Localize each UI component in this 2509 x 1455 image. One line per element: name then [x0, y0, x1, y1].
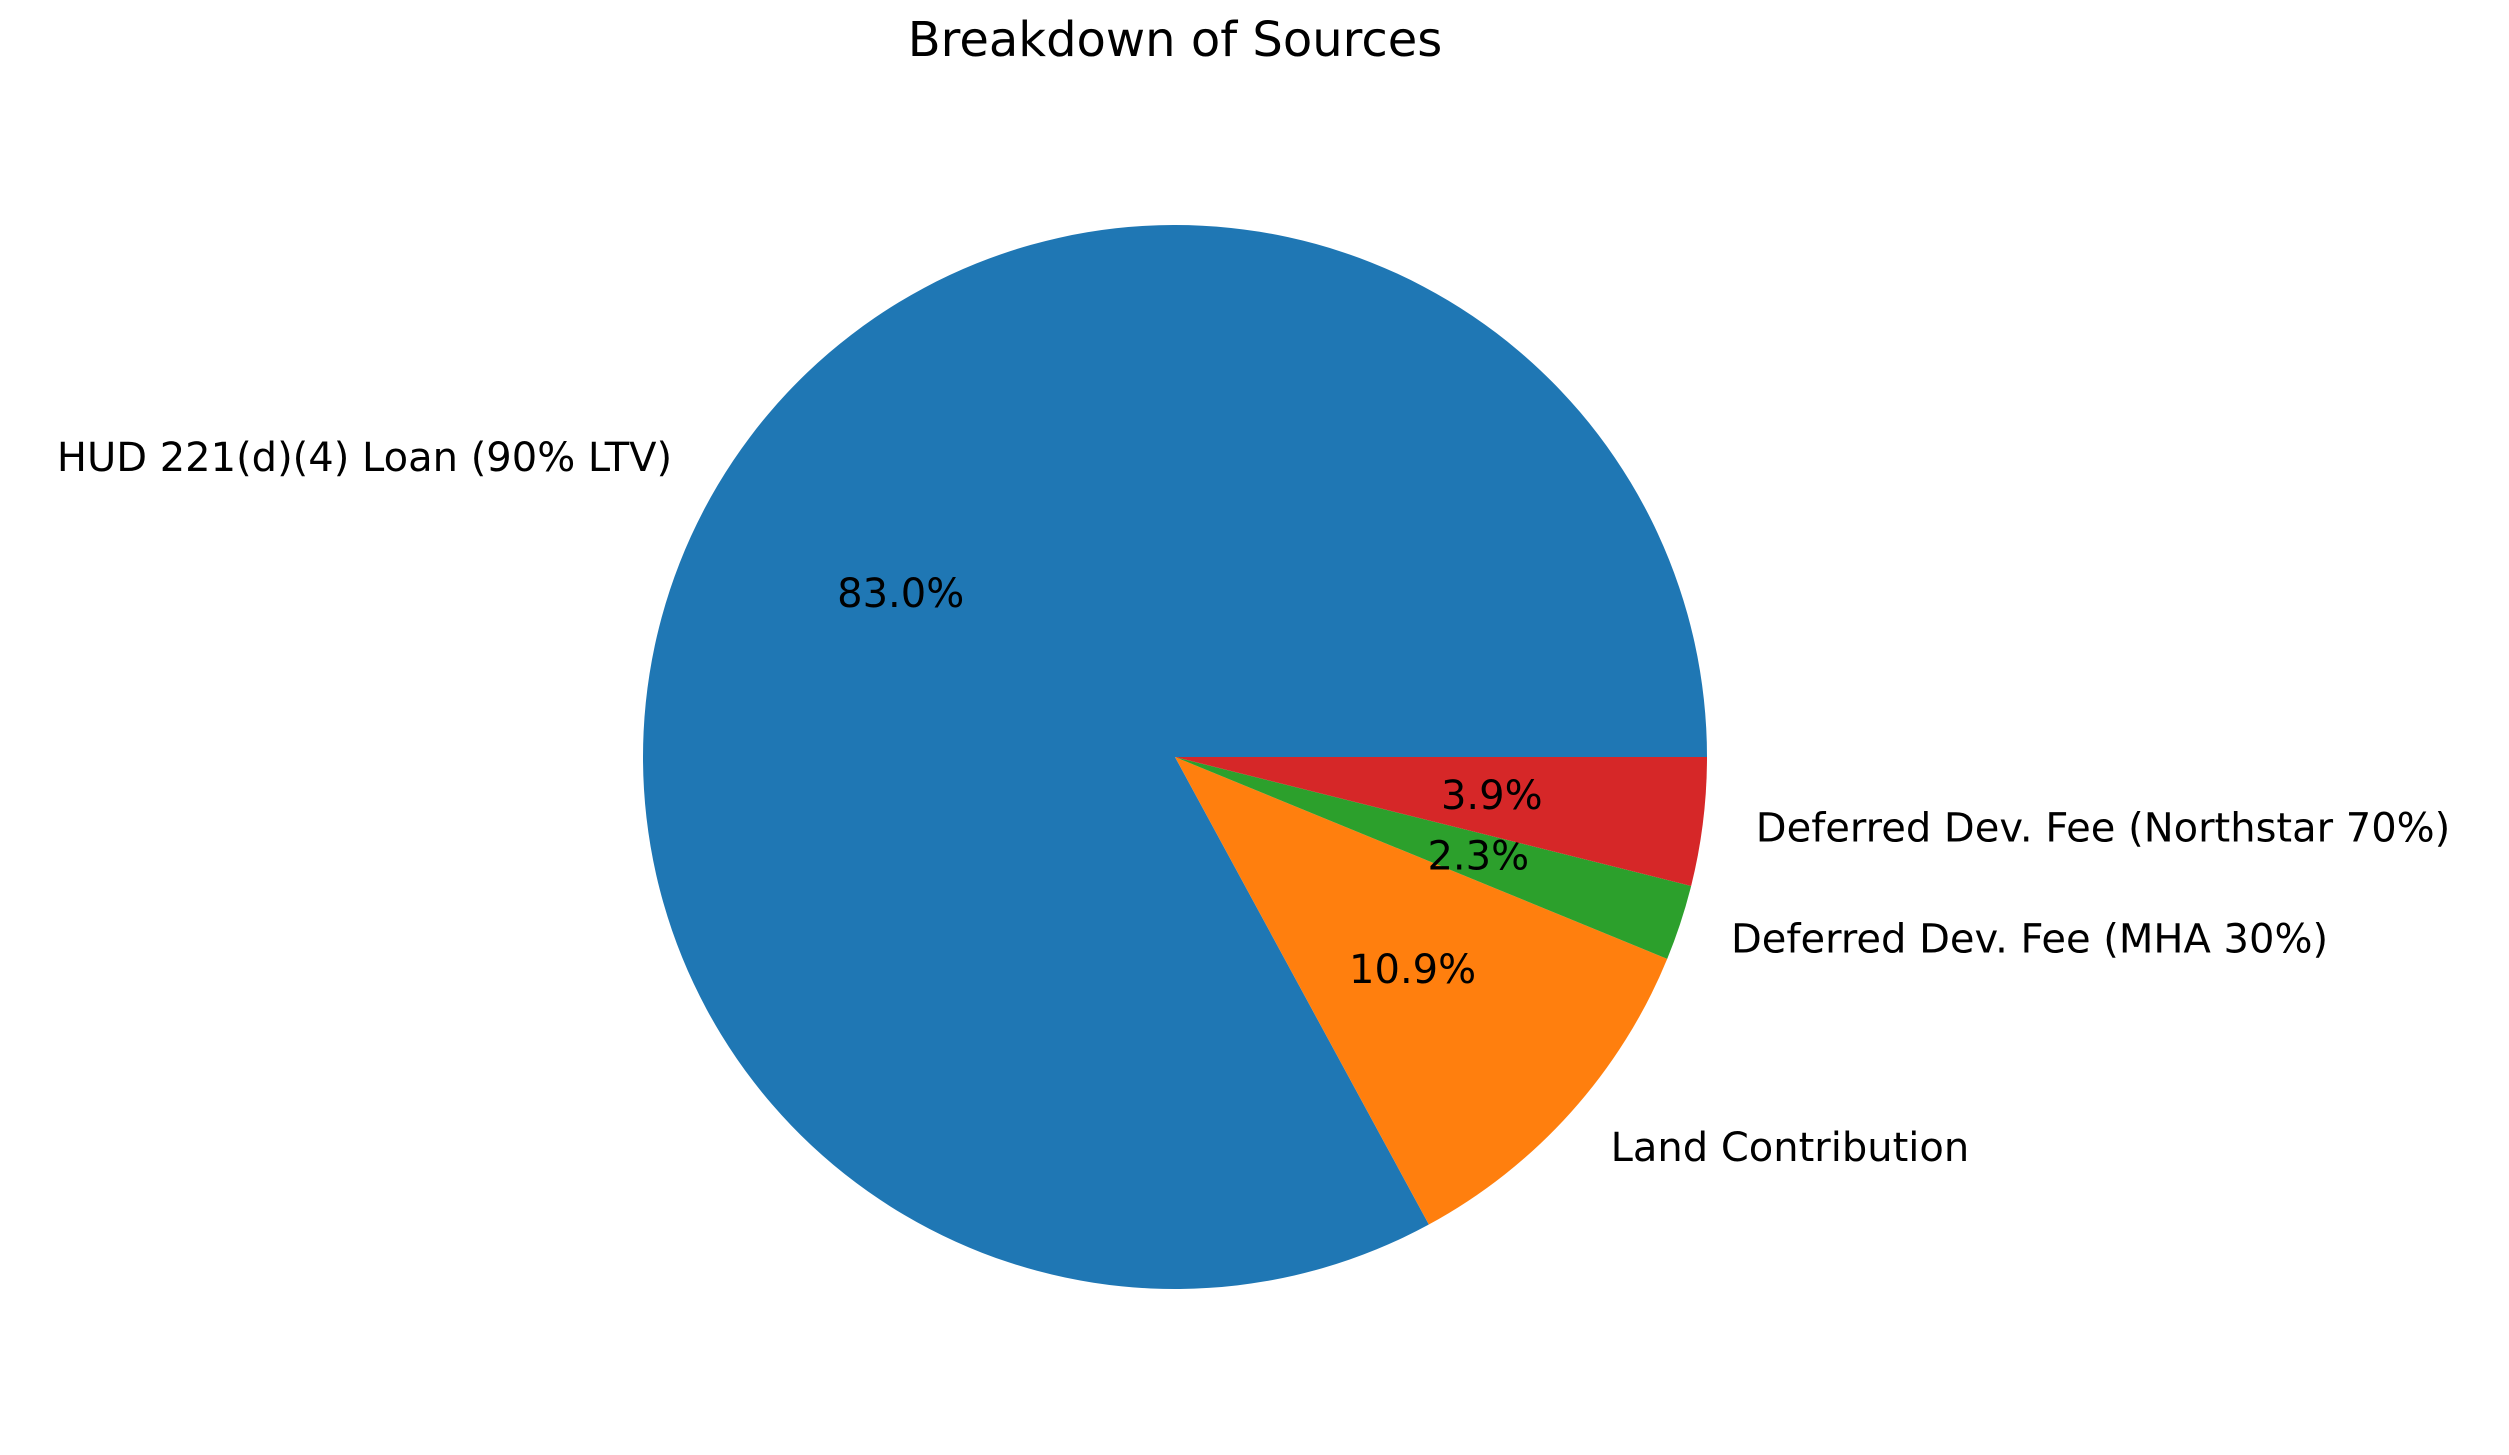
slice-label-1: Land Contribution	[1611, 1125, 1970, 1171]
pie-slice-0	[643, 224, 1707, 1289]
slice-label-3: Deferred Dev. Fee (Northstar 70%)	[1756, 805, 2450, 851]
pie-slice-1	[1175, 757, 1668, 1225]
slice-pct-0: 83.0%	[837, 571, 964, 617]
pie-slice-3	[1175, 757, 1707, 886]
pie-slice-2	[1175, 757, 1692, 959]
chart-title: Breakdown of Sources	[907, 12, 1443, 68]
slice-label-2: Deferred Dev. Fee (MHA 30%)	[1731, 916, 2328, 962]
slice-pct-1: 10.9%	[1349, 947, 1476, 993]
slice-pct-3: 3.9%	[1441, 773, 1543, 819]
slice-label-0: HUD 221(d)(4) Loan (90% LTV)	[57, 435, 672, 481]
